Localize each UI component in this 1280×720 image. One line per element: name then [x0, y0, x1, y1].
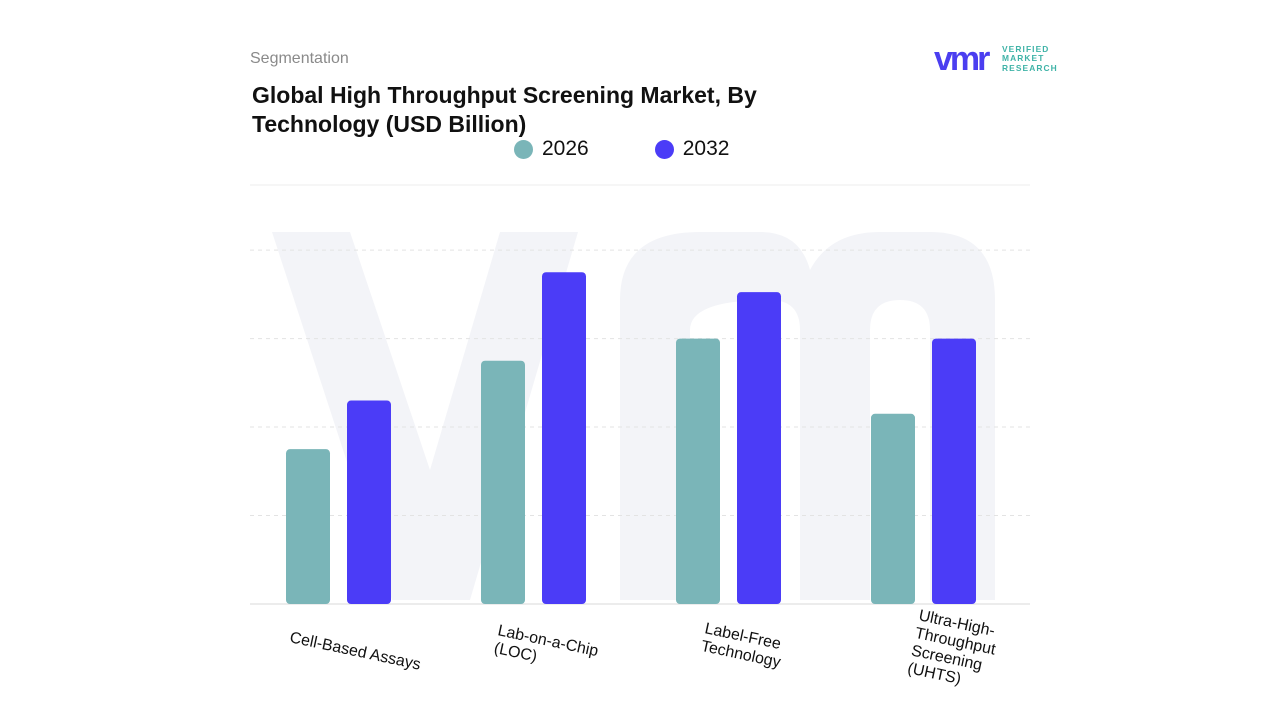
- bar-2032-3: [932, 338, 976, 604]
- legend-item-2026: 2026: [514, 137, 589, 161]
- chart-legend: 2026 2032: [514, 136, 795, 162]
- brand-logo: vmr: [934, 44, 993, 76]
- bar-2026-2: [676, 338, 720, 604]
- logo-line-1: VERIFIED: [1002, 44, 1050, 54]
- x-label-0: Cell-Based Assays: [288, 629, 422, 673]
- chart-title: Global High Throughput Screening Market,…: [252, 82, 757, 137]
- bar-2032-2: [737, 292, 781, 604]
- bar-2032-1: [542, 272, 586, 604]
- legend-label-2026: 2026: [542, 137, 589, 160]
- bar-2026-3: [871, 413, 915, 604]
- legend-label-2032: 2032: [682, 137, 730, 160]
- segment-label: Segmentation: [250, 50, 349, 67]
- logo-line-3: RESEARCH: [1002, 62, 1058, 73]
- chart-bars: [286, 272, 976, 604]
- watermark-v: [272, 232, 578, 600]
- x-label-3: Ultra-High-ThroughputScreening(UHTS): [906, 607, 1001, 694]
- legend-swatch-2032: [654, 139, 674, 159]
- watermark: [272, 232, 995, 600]
- logo-line-2: MARKET: [1002, 53, 1045, 64]
- x-axis-labels: Cell-Based Assays Lab-on-a-Chip(LOC) Label…: [288, 607, 1001, 694]
- bar-2026-1: [481, 360, 525, 604]
- bar-2032-0: [347, 400, 391, 604]
- logo-mark: vmr: [934, 44, 990, 76]
- x-label-2: Label-FreeTechnology: [699, 620, 785, 671]
- bar-2026-0: [286, 449, 330, 604]
- legend-item-2032: 2032: [654, 137, 730, 161]
- logo-text: VERIFIED MARKET RESEARCH: [1002, 44, 1058, 73]
- watermark-m: [620, 232, 995, 600]
- legend-swatch-2026: [514, 139, 533, 159]
- x-label-1: Lab-on-a-Chip(LOC): [492, 622, 599, 678]
